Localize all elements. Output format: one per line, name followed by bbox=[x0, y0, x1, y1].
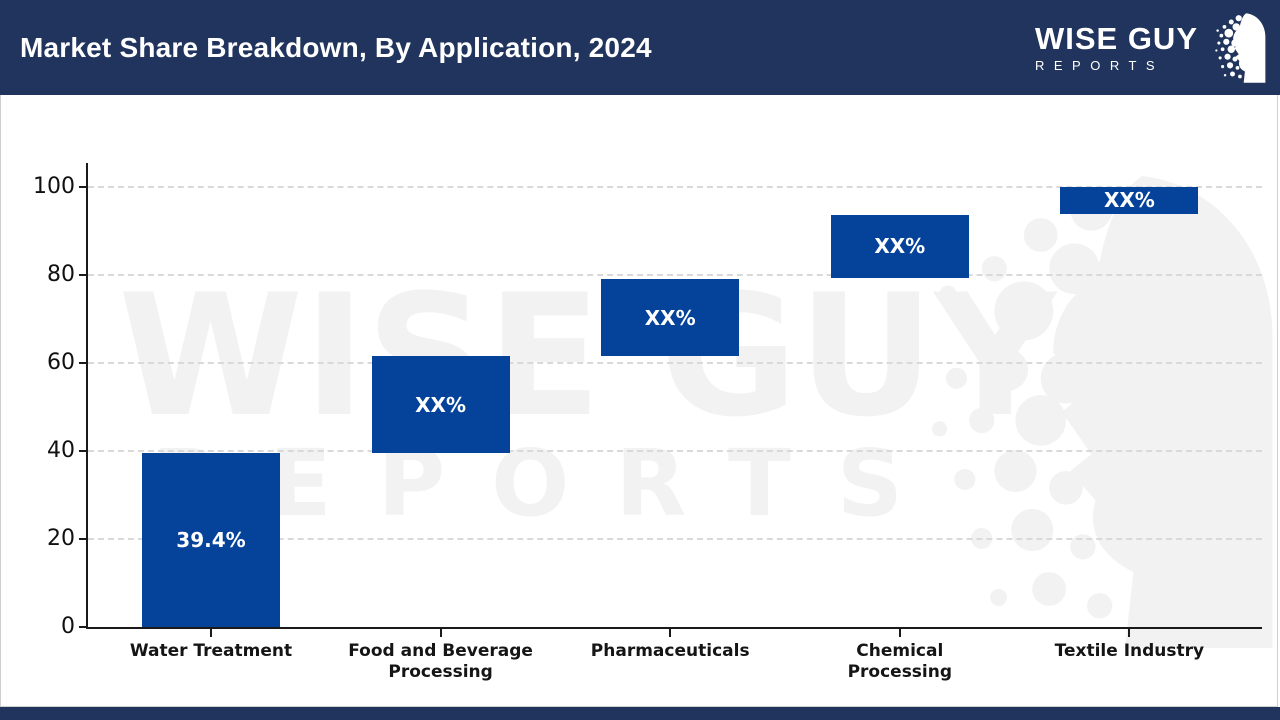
gridline bbox=[88, 273, 1262, 276]
footer-bar bbox=[0, 707, 1280, 720]
gridline bbox=[88, 449, 1262, 452]
bar-segment bbox=[142, 453, 280, 627]
y-axis bbox=[86, 163, 88, 629]
x-tick-mark bbox=[210, 629, 212, 637]
y-tick-mark bbox=[79, 361, 88, 364]
brand-logo-text: WISE GUY REPORTS bbox=[1035, 23, 1198, 72]
x-tick-mark bbox=[898, 629, 901, 637]
x-tick-mark bbox=[1128, 629, 1131, 637]
logo-wordmark: WISE GUY bbox=[1034, 21, 1198, 56]
y-tick-label: 0 bbox=[61, 614, 75, 639]
y-tick-mark bbox=[79, 626, 88, 628]
x-axis-label: Chemical Processing bbox=[847, 641, 953, 682]
y-tick-label: 80 bbox=[47, 261, 75, 287]
y-tick-mark bbox=[79, 273, 88, 276]
bar-segment bbox=[830, 215, 969, 278]
bar-value-label: XX% bbox=[1103, 188, 1155, 213]
x-axis-label: Textile Industry bbox=[1054, 641, 1205, 661]
bar-value-label: XX% bbox=[874, 234, 926, 259]
bar-value-label: 39.4% bbox=[176, 528, 246, 553]
y-tick-mark bbox=[79, 185, 88, 188]
y-tick-mark bbox=[79, 449, 88, 452]
y-tick-label: 40 bbox=[47, 437, 75, 463]
bar-segment bbox=[371, 356, 510, 453]
gridline bbox=[88, 361, 1262, 364]
y-tick-label: 20 bbox=[47, 525, 75, 551]
page-title: Market Share Breakdown, By Application, … bbox=[20, 31, 652, 63]
x-tick-mark bbox=[439, 629, 442, 637]
bar-value-label: XX% bbox=[415, 392, 467, 417]
gridline bbox=[88, 537, 1262, 540]
x-axis-label: Food and Beverage Processing bbox=[348, 641, 533, 682]
header: Market Share Breakdown, By Application, … bbox=[0, 0, 1280, 95]
y-tick-label: 60 bbox=[47, 349, 75, 375]
x-axis bbox=[86, 627, 1262, 629]
x-axis-label: Water Treatment bbox=[129, 641, 293, 661]
gridline bbox=[88, 185, 1262, 188]
bar-segment bbox=[1060, 186, 1199, 214]
y-tick-mark bbox=[79, 537, 88, 540]
x-tick-mark bbox=[669, 629, 672, 637]
y-tick-label: 100 bbox=[33, 173, 75, 199]
brand-logo: WISE GUY REPORTS bbox=[1035, 9, 1266, 87]
bar-value-label: XX% bbox=[644, 305, 696, 330]
logo-subtext: REPORTS bbox=[1034, 58, 1165, 73]
x-axis-label: Pharmaceuticals bbox=[590, 641, 750, 661]
bar-segment bbox=[601, 279, 740, 356]
